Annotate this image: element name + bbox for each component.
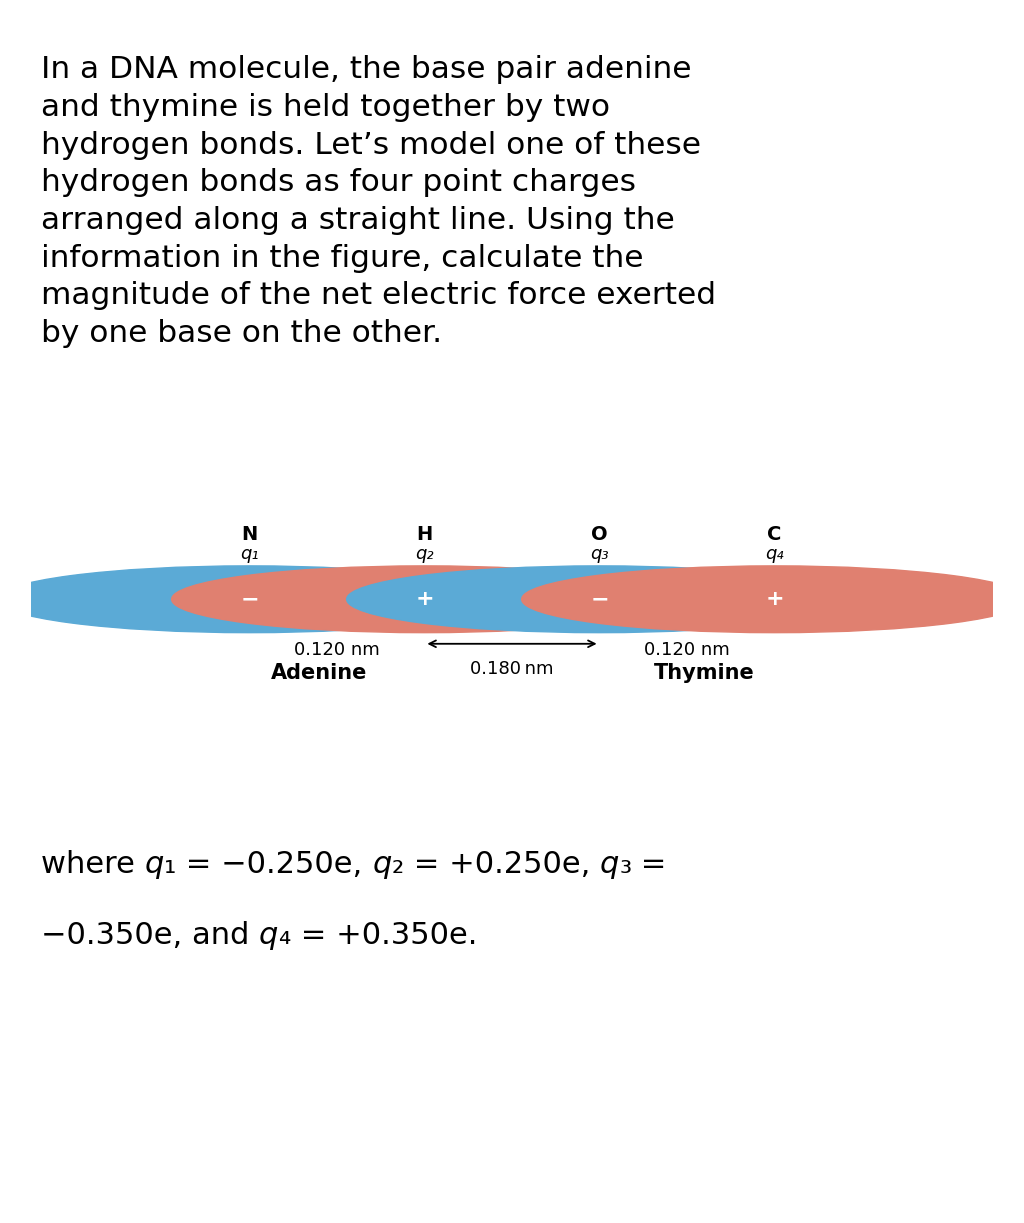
Text: q₂: q₂ <box>415 544 434 563</box>
Text: −: − <box>241 589 259 609</box>
Ellipse shape <box>521 566 1024 632</box>
Ellipse shape <box>347 566 852 632</box>
Text: where: where <box>41 850 144 879</box>
Text: q: q <box>144 850 164 879</box>
Text: ₃: ₃ <box>620 850 632 879</box>
Text: N: N <box>242 525 258 543</box>
Text: =: = <box>632 850 667 879</box>
Text: 0.180 nm: 0.180 nm <box>470 659 554 678</box>
Text: +: + <box>415 589 434 609</box>
Ellipse shape <box>172 566 677 632</box>
Ellipse shape <box>0 566 503 632</box>
Text: +: + <box>765 589 783 609</box>
Text: In a DNA molecule, the base pair adenine
and thymine is held together by two
hyd: In a DNA molecule, the base pair adenine… <box>41 55 716 349</box>
Text: Thymine: Thymine <box>654 663 755 682</box>
Text: q: q <box>372 850 391 879</box>
Text: H: H <box>417 525 432 543</box>
Text: q: q <box>259 921 279 950</box>
Text: ₁: ₁ <box>164 850 176 879</box>
Text: = +0.350e.: = +0.350e. <box>291 921 477 950</box>
Text: 0.120 nm: 0.120 nm <box>644 641 730 659</box>
Text: O: O <box>591 525 608 543</box>
Text: ₄: ₄ <box>279 921 291 950</box>
Text: 0.120 nm: 0.120 nm <box>294 641 380 659</box>
Text: −0.350e, and: −0.350e, and <box>41 921 259 950</box>
Text: q₄: q₄ <box>765 544 783 563</box>
Text: = +0.250e,: = +0.250e, <box>403 850 600 879</box>
Text: ₂: ₂ <box>391 850 403 879</box>
Text: Adenine: Adenine <box>271 663 368 682</box>
Text: C: C <box>767 525 781 543</box>
Text: = −0.250e,: = −0.250e, <box>176 850 372 879</box>
Text: q: q <box>600 850 620 879</box>
Text: q₁: q₁ <box>241 544 259 563</box>
Text: q₃: q₃ <box>590 544 609 563</box>
Text: −: − <box>590 589 609 609</box>
